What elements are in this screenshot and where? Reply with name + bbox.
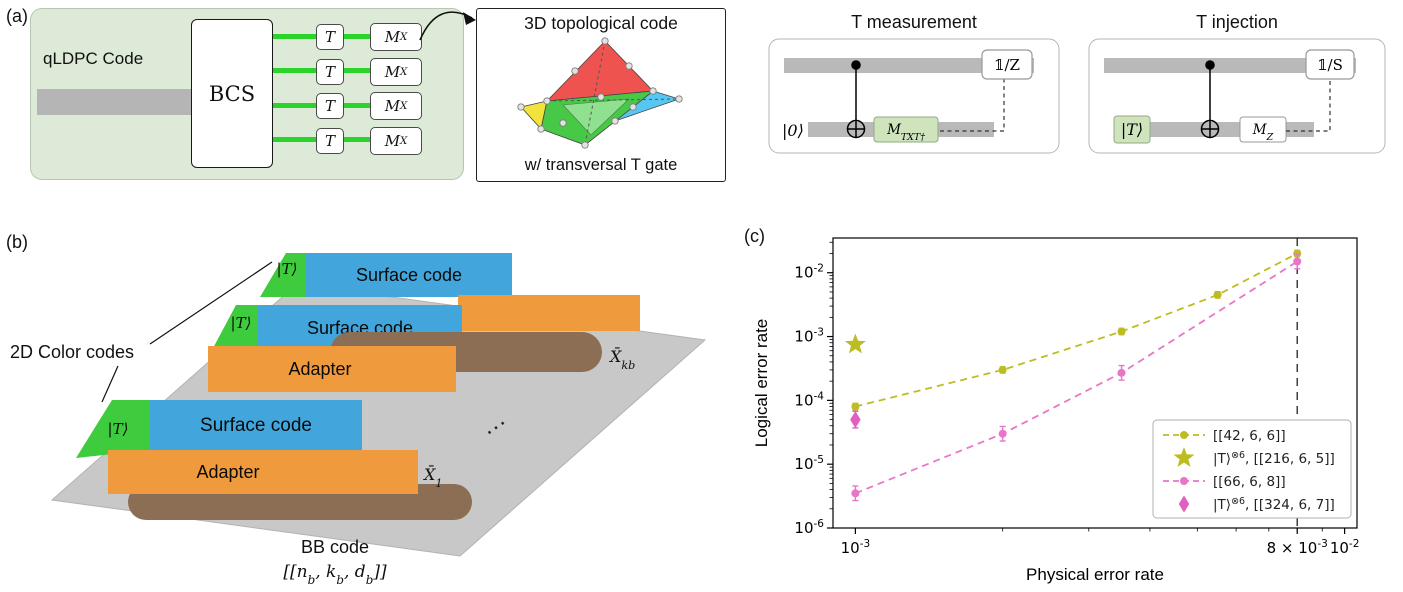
transversal-t-caption: w/ transversal T gate xyxy=(524,156,678,174)
svg-text:Logical error rate: Logical error rate xyxy=(752,319,771,448)
t-injection-circuit: |T⟩ MZ 𝟙/S xyxy=(1088,38,1386,154)
svg-text:8 × 10-3: 8 × 10-3 xyxy=(1267,538,1328,557)
code-stack-diagram: |T⟩ Surface code |T⟩ Surface code X̄kb A… xyxy=(10,253,707,587)
error-rate-chart: 10-3 8 × 10-3 10-210-210-310-410-510-6[[42… xyxy=(752,237,1360,584)
panel-b-label: (b) xyxy=(6,232,28,252)
surface-code-label: Surface code xyxy=(356,265,462,285)
t-measurement-circuit: |0⟩ MTXT† 𝟙/Z xyxy=(768,38,1060,154)
byproduct-box xyxy=(981,49,1033,80)
panel-a-label: (a) xyxy=(6,6,28,26)
vertex-dots xyxy=(517,37,683,149)
surface-code-bar xyxy=(306,253,512,297)
arrowhead xyxy=(463,12,476,25)
classical-feedback-line xyxy=(1286,79,1331,132)
color-code-patch xyxy=(260,253,306,297)
pointer-line xyxy=(101,365,119,403)
data-wire xyxy=(784,58,1034,73)
t-gate-box: T xyxy=(316,24,344,50)
color-code-patch xyxy=(76,400,150,458)
bb-params-label: [[nb, kb, db]] xyxy=(283,562,387,587)
svg-text:10-2: 10-2 xyxy=(1330,538,1360,557)
data-wire xyxy=(1104,58,1356,73)
t-gate-box: T xyxy=(316,93,344,119)
pointer-line xyxy=(149,261,273,345)
adapter-bar-unlabeled xyxy=(458,295,640,331)
classical-feedback-line xyxy=(940,79,1005,132)
adapter-bar xyxy=(208,346,456,392)
topo-code-box: 3D topological code w/ transversal T xyxy=(476,8,726,182)
callout-arrow xyxy=(419,11,476,41)
tetrahedron-graphic xyxy=(517,37,683,149)
logical-xk-label: X̄kb xyxy=(608,345,635,371)
surface-code-bar xyxy=(150,400,362,450)
t-ket-label: |T⟩ xyxy=(231,314,252,332)
svg-text:10-6: 10-6 xyxy=(794,518,824,537)
control-dot xyxy=(851,60,861,70)
byproduct-label: 𝟙/S xyxy=(1317,56,1343,74)
svg-text:10-3: 10-3 xyxy=(794,327,824,346)
t-state-label: |T⟩ xyxy=(1121,120,1143,139)
t-gate-box: T xyxy=(316,59,344,85)
panel-c-label: (c) xyxy=(744,226,765,246)
qldpc-code-label: qLDPC Code xyxy=(43,49,144,68)
t-injection-title: T injection xyxy=(1196,12,1278,32)
t-ket-label: |T⟩ xyxy=(108,420,129,438)
color-codes-label: 2D Color codes xyxy=(10,342,134,362)
resource-wire xyxy=(1150,122,1314,137)
byproduct-label: 𝟙/Z xyxy=(994,56,1020,74)
bb-code-label: BB code xyxy=(301,537,369,557)
svg-text:10-5: 10-5 xyxy=(794,454,824,473)
svg-text:Physical error rate: Physical error rate xyxy=(1026,565,1164,584)
svg-text:[[66, 6, 8]]: [[66, 6, 8]] xyxy=(1213,474,1286,490)
surface-code-label: Surface code xyxy=(200,415,312,436)
qldpc-input-wire xyxy=(37,89,191,115)
t-gate-box: T xyxy=(316,128,344,154)
svg-text:[[42, 6, 6]]: [[42, 6, 6]] xyxy=(1213,428,1286,444)
tetrahedron-faces xyxy=(520,40,681,146)
svg-text:10-4: 10-4 xyxy=(794,390,824,409)
t-measurement-title: T measurement xyxy=(851,12,977,32)
svg-text:10-3: 10-3 xyxy=(841,538,871,557)
hidden-edges xyxy=(546,40,680,146)
bcs-box: BCS xyxy=(191,19,273,168)
topo-code-title: 3D topological code xyxy=(524,13,678,33)
measure-box xyxy=(873,116,939,143)
byproduct-box xyxy=(1305,49,1355,80)
adapter-label: Adapter xyxy=(288,359,351,379)
t-ket-label: |T⟩ xyxy=(277,260,298,278)
svg-text:10-2: 10-2 xyxy=(794,263,824,282)
control-dot xyxy=(1205,60,1215,70)
adapter-bar xyxy=(108,450,418,494)
color-code-patch xyxy=(212,305,258,350)
ancilla-ket-label: |0⟩ xyxy=(782,121,804,140)
measure-box xyxy=(1239,116,1287,143)
bcs-label: BCS xyxy=(208,81,256,106)
adapter-label: Adapter xyxy=(196,462,259,482)
t-state-box xyxy=(1113,115,1151,144)
